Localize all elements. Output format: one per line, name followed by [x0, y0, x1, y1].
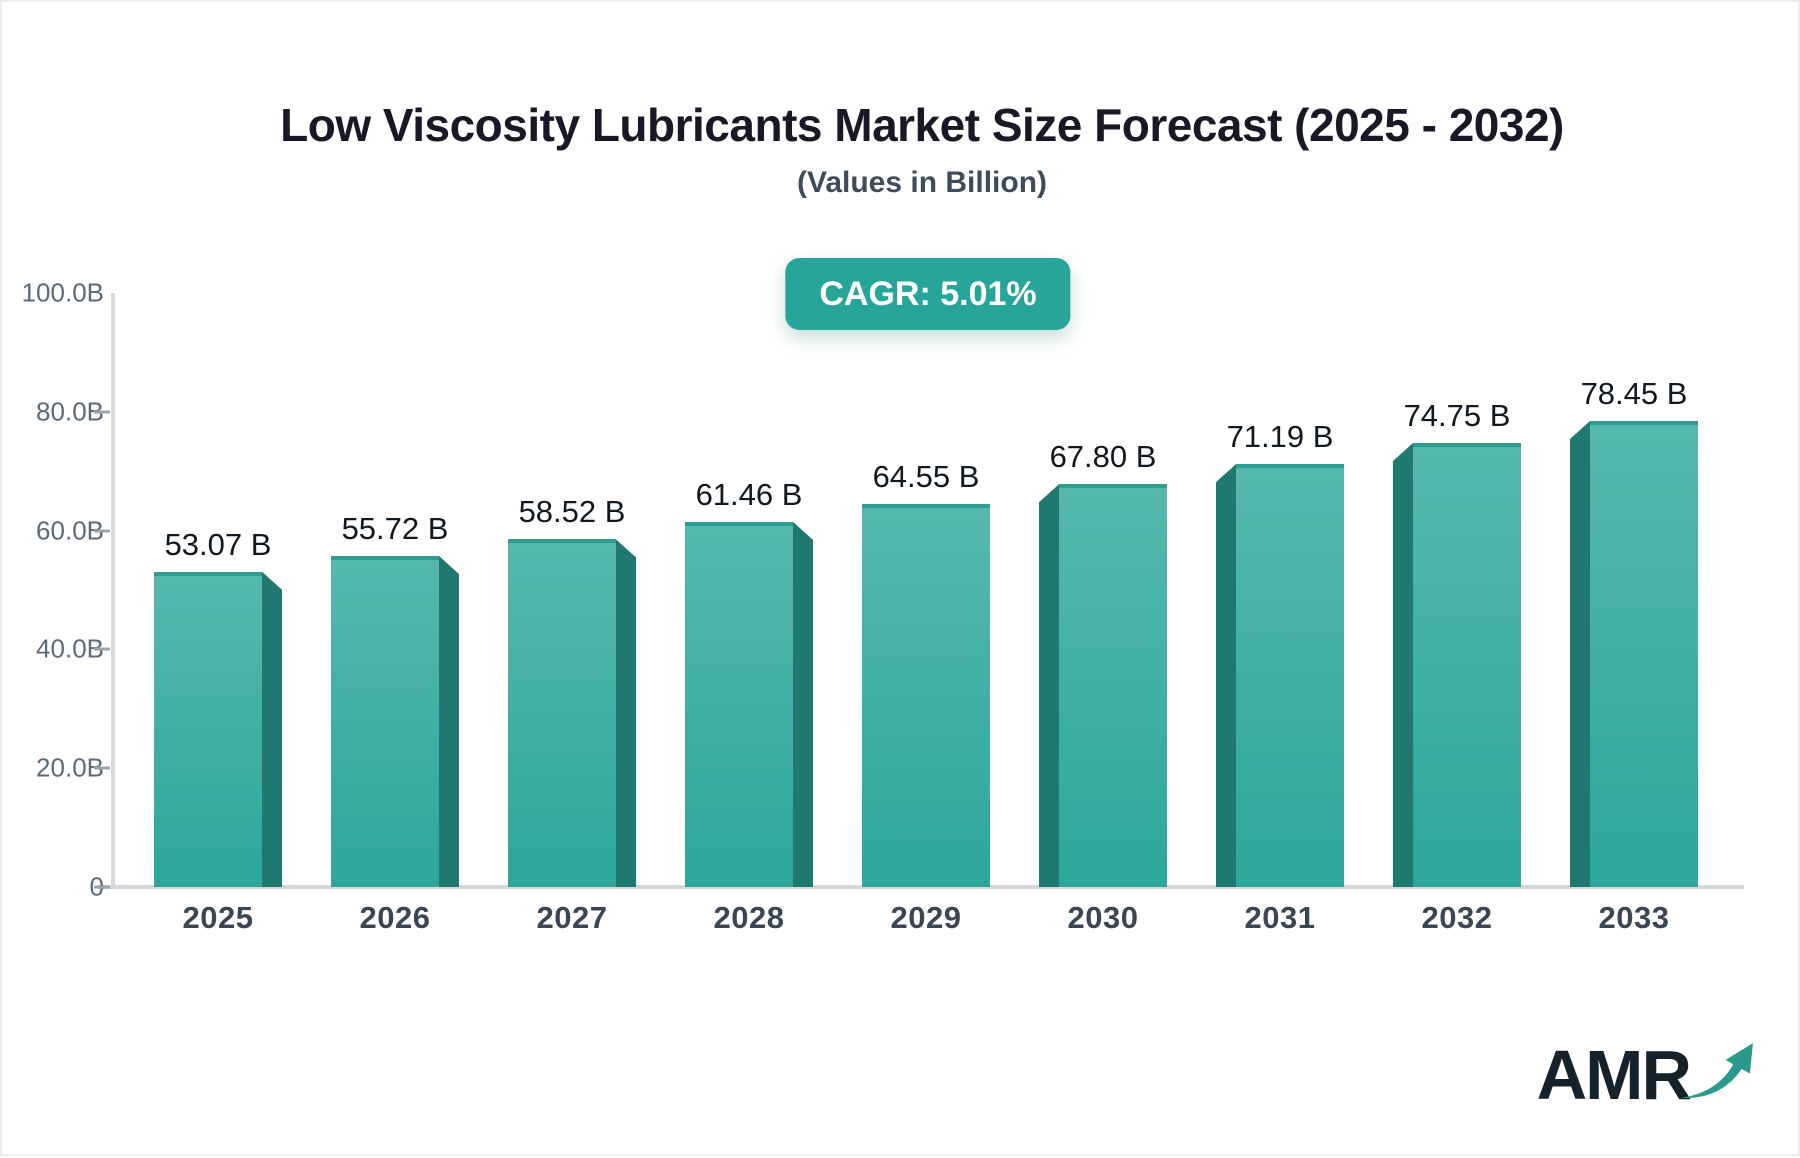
bar-2027 — [508, 539, 616, 887]
cagr-badge: CAGR: 5.01% — [785, 258, 1071, 330]
x-axis-label-2029: 2029 — [890, 900, 962, 935]
bar-side-face-2030 — [1039, 484, 1059, 887]
y-tick-label: 60.0B — [36, 515, 104, 546]
bar-2031 — [1236, 464, 1344, 887]
y-axis-line — [111, 293, 115, 889]
x-axis-label-2027: 2027 — [536, 900, 608, 935]
bar-2028 — [685, 521, 793, 887]
y-tick-mark — [94, 529, 110, 533]
bar-side-face-2033 — [1570, 421, 1590, 887]
bar-side-face-2025 — [262, 571, 282, 887]
bar-value-label-2027: 58.52 B — [518, 494, 626, 530]
bar-value-label-2028: 61.46 B — [695, 476, 803, 512]
y-tick-mark — [94, 410, 110, 414]
y-tick-mark — [94, 885, 110, 889]
x-axis-line — [97, 885, 1744, 889]
y-tick-mark — [94, 766, 110, 770]
bar-value-label-2032: 74.75 B — [1403, 397, 1511, 433]
bar-side-face-2031 — [1216, 464, 1236, 887]
bar-side-face-2028 — [793, 521, 813, 887]
y-tick-label: 100.0B — [21, 277, 104, 308]
x-axis-label-2028: 2028 — [713, 900, 785, 935]
x-axis-label-2033: 2033 — [1598, 900, 1670, 935]
y-tick-mark — [94, 647, 110, 651]
bar-2026 — [331, 556, 439, 887]
amr-logo-text: AMR — [1536, 1036, 1692, 1114]
chart-title: Low Viscosity Lubricants Market Size For… — [280, 99, 1564, 151]
y-tick-label: 80.0B — [36, 396, 104, 427]
amr-logo: AMR — [1537, 1040, 1756, 1110]
bar-value-label-2029: 64.55 B — [872, 458, 980, 494]
x-axis-label-2031: 2031 — [1244, 900, 1316, 935]
bar-value-label-2026: 55.72 B — [341, 511, 449, 547]
x-axis-label-2026: 2026 — [359, 900, 431, 935]
bar-2025 — [154, 571, 262, 887]
bar-side-face-2027 — [616, 539, 636, 887]
x-axis-label-2025: 2025 — [182, 900, 254, 935]
bar-2033 — [1590, 421, 1698, 887]
bar-value-label-2030: 67.80 B — [1049, 439, 1157, 475]
y-tick-label: 0 — [14, 872, 104, 903]
bar-2032 — [1413, 442, 1521, 887]
bar-side-face-2026 — [439, 556, 459, 887]
bar-value-label-2025: 53.07 B — [164, 526, 272, 562]
bar-value-label-2031: 71.19 B — [1226, 419, 1334, 455]
bar-side-face-2032 — [1393, 442, 1413, 887]
y-tick-label: 40.0B — [36, 633, 104, 664]
x-axis-label-2032: 2032 — [1421, 900, 1493, 935]
x-axis-label-2030: 2030 — [1067, 900, 1139, 935]
amr-logo-arrow-icon — [1681, 1043, 1753, 1098]
y-tick-label: 20.0B — [36, 752, 104, 783]
bar-2029 — [862, 503, 990, 887]
bar-2030 — [1059, 484, 1167, 887]
bar-value-label-2033: 78.45 B — [1580, 376, 1688, 411]
chart-subtitle: (Values in Billion) — [796, 166, 1048, 199]
